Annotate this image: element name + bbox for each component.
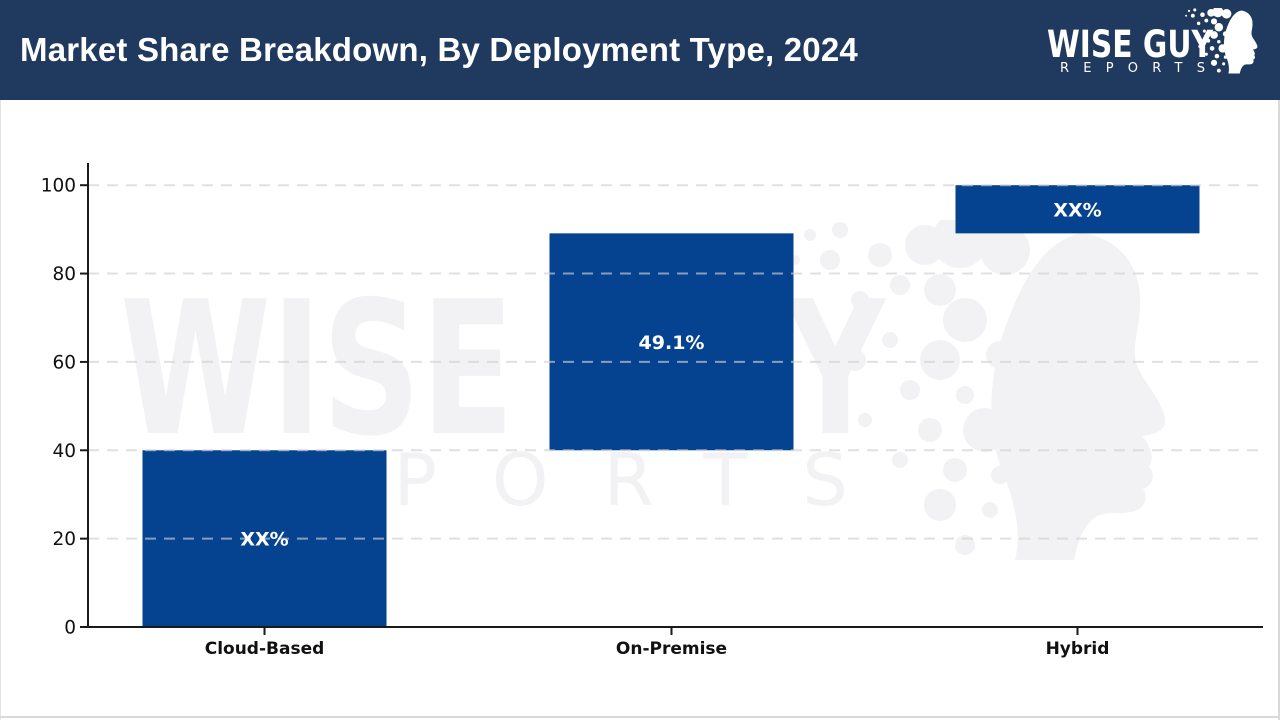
y-tick-label: 0: [64, 618, 76, 639]
right-border: [1278, 100, 1280, 720]
category-label-on-premise: On-Premise: [616, 639, 727, 659]
bar-segment-on-premise: [549, 233, 794, 451]
bottom-border: [0, 716, 1280, 718]
left-border: [0, 100, 1, 720]
y-tick-label: 100: [41, 176, 76, 197]
header-bar: Market Share Breakdown, By Deployment Ty…: [0, 0, 1280, 100]
bar-segment-hybrid: [955, 185, 1200, 234]
logo-brand-text: WISE GUY: [1047, 23, 1214, 66]
wise-guy-logo: WISE GUY REPORTS: [1047, 8, 1258, 76]
bar-value-label-hybrid: XX%: [1053, 199, 1101, 221]
category-label-cloud-based: Cloud-Based: [205, 639, 325, 659]
y-tick-label: 60: [52, 352, 76, 373]
bar-value-label-on-premise: 49.1%: [639, 332, 705, 354]
category-label-hybrid: Hybrid: [1046, 639, 1110, 659]
y-tick-label: 40: [52, 441, 76, 462]
bar-value-label-cloud-based: XX%: [240, 529, 288, 551]
y-tick-label: 80: [52, 264, 76, 285]
chart-title: Market Share Breakdown, By Deployment Ty…: [20, 31, 858, 68]
y-tick-label: 20: [52, 529, 76, 550]
